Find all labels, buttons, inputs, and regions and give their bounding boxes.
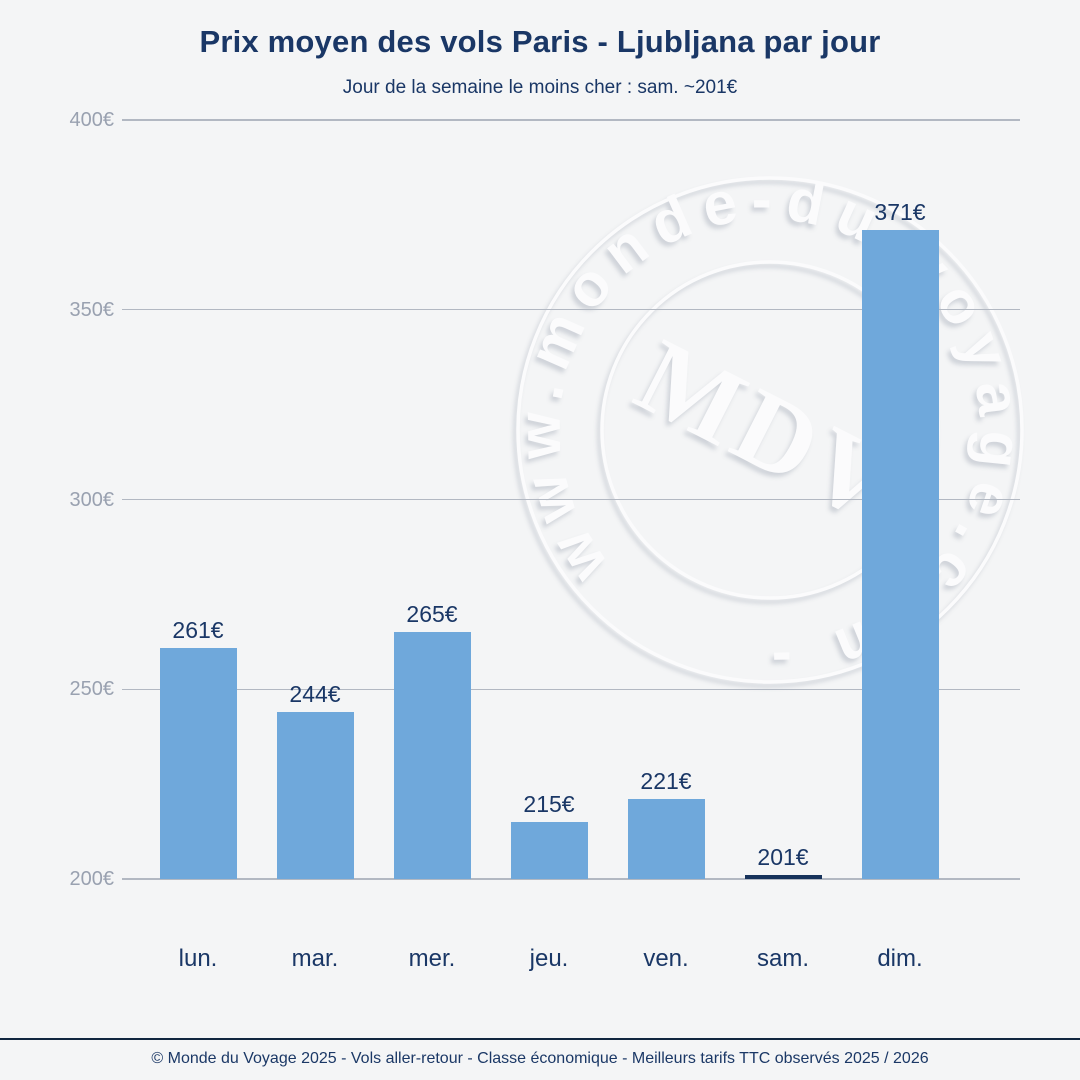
y-axis-label: 350€ (69, 298, 115, 321)
bar (393, 632, 471, 879)
x-axis-label: jeu. (529, 945, 569, 972)
x-axis-label: lun. (178, 945, 218, 972)
bar-value-label: 244€ (289, 681, 341, 708)
bar (744, 875, 822, 879)
bar (276, 712, 354, 879)
x-axis-label: sam. (756, 945, 809, 972)
bar-value-label: 215€ (523, 791, 575, 818)
x-axis-label: mer. (408, 945, 456, 972)
gridline (122, 688, 1020, 690)
chart-title: Prix moyen des vols Paris - Ljubljana pa… (199, 24, 881, 59)
gridline (122, 119, 1020, 121)
bar (861, 230, 939, 879)
bar-value-label: 371€ (874, 199, 926, 226)
footer-divider (0, 1038, 1080, 1040)
y-axis-label: 200€ (69, 868, 115, 890)
footer-text: © Monde du Voyage 2025 - Vols aller-reto… (151, 1050, 929, 1067)
y-axis-label: 400€ (69, 109, 115, 131)
x-axis-label: mar. (291, 945, 339, 972)
bar-value-label: 261€ (172, 616, 224, 643)
y-axis-label: 250€ (69, 678, 115, 701)
bar-value-label: 201€ (757, 844, 809, 871)
bar (159, 647, 237, 879)
gridline (122, 878, 1020, 880)
bar-value-label: 221€ (640, 768, 692, 795)
bar (510, 822, 588, 879)
x-axis-label: dim. (877, 945, 923, 972)
y-axis-label: 300€ (69, 488, 115, 511)
bar-value-label: 265€ (406, 601, 458, 628)
chart-subtitle: Jour de la semaine le moins cher : sam. … (342, 77, 738, 98)
x-axis-label: ven. (643, 945, 689, 972)
bar (627, 799, 705, 879)
